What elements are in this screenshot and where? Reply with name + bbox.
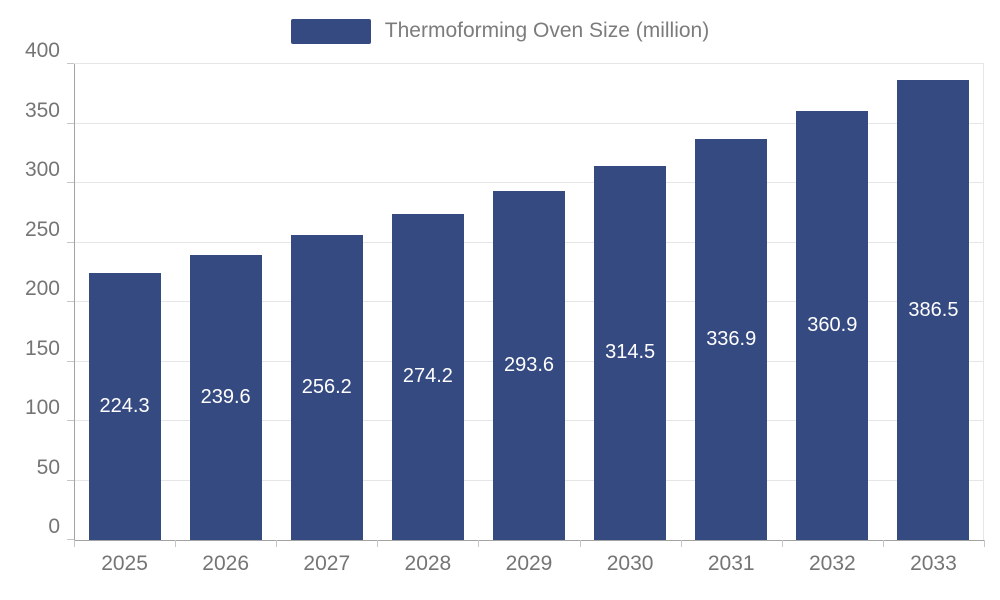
bar-2033[interactable]: 386.5 bbox=[897, 80, 970, 540]
legend-swatch bbox=[290, 18, 371, 44]
bar-value-label-2032: 360.9 bbox=[807, 313, 858, 336]
y-tick-label-300: 300 bbox=[24, 158, 60, 181]
bar-2031[interactable]: 336.9 bbox=[695, 139, 768, 540]
y-tick-label-250: 250 bbox=[24, 217, 60, 241]
x-tick-4 bbox=[478, 540, 480, 547]
x-tick-0 bbox=[74, 540, 75, 547]
y-axis-line bbox=[74, 64, 75, 540]
y-tick-200 bbox=[67, 301, 74, 302]
x-tick-8 bbox=[882, 540, 884, 547]
bar-value-label-2033: 386.5 bbox=[908, 298, 959, 321]
bar-value-label-2031: 336.9 bbox=[706, 328, 757, 351]
y-tick-350 bbox=[67, 122, 74, 124]
x-tick-2 bbox=[276, 540, 278, 547]
plot-area: 224.3 239.6 256.2 274.2 293.6 314.5 336.9 360.9… bbox=[25, 39, 985, 575]
gridline-300 bbox=[74, 182, 984, 183]
chart-legend[interactable]: Thermoforming Oven Size (million) bbox=[0, 17, 1000, 45]
x-tick-label-2028: 2028 bbox=[404, 552, 452, 575]
y-tick-label-200: 200 bbox=[24, 277, 60, 300]
bar-value-label-2029: 293.6 bbox=[503, 353, 555, 376]
bar-value-label-2025: 224.3 bbox=[99, 395, 150, 418]
y-tick-0 bbox=[67, 539, 74, 540]
bar-value-label-2027: 256.2 bbox=[301, 376, 352, 399]
y-tick-label-0: 0 bbox=[48, 515, 60, 538]
gridline-400 bbox=[74, 63, 984, 64]
x-tick-7 bbox=[781, 540, 783, 547]
y-tick-label-400: 400 bbox=[24, 39, 60, 62]
y-tick-50 bbox=[67, 479, 74, 481]
x-tick-label-2029: 2029 bbox=[505, 552, 553, 575]
x-axis-line bbox=[74, 540, 984, 541]
x-tick-label-2030: 2030 bbox=[606, 552, 654, 575]
bar-2029[interactable]: 293.6 bbox=[493, 190, 565, 540]
x-tick-label-2026: 2026 bbox=[202, 552, 250, 575]
y-tick-150 bbox=[67, 360, 74, 362]
y-tick-400 bbox=[67, 63, 74, 64]
bar-value-label-2026: 239.6 bbox=[200, 385, 251, 408]
y-tick-label-50: 50 bbox=[36, 455, 60, 479]
x-tick-3 bbox=[377, 540, 379, 547]
bar-2028[interactable]: 274.2 bbox=[391, 213, 464, 540]
x-tick-5 bbox=[579, 540, 581, 547]
bar-2030[interactable]: 314.5 bbox=[594, 165, 667, 540]
y-tick-300 bbox=[67, 182, 74, 183]
x-tick-label-2032: 2032 bbox=[808, 552, 856, 575]
bar-value-label-2028: 274.2 bbox=[402, 365, 453, 388]
y-tick-label-150: 150 bbox=[24, 336, 60, 360]
bar-2025[interactable]: 224.3 bbox=[88, 273, 161, 540]
x-tick-9 bbox=[984, 540, 985, 547]
bar-2032[interactable]: 360.9 bbox=[796, 110, 869, 540]
x-tick-1 bbox=[175, 540, 177, 547]
x-tick-6 bbox=[680, 540, 682, 547]
gridline-350 bbox=[74, 122, 984, 124]
bar-value-label-2030: 314.5 bbox=[605, 341, 656, 364]
legend-label: Thermoforming Oven Size (million) bbox=[384, 19, 710, 42]
y-tick-label-100: 100 bbox=[24, 396, 60, 419]
x-tick-label-2027: 2027 bbox=[303, 552, 351, 575]
y-tick-250 bbox=[67, 241, 74, 243]
bar-2026[interactable]: 239.6 bbox=[189, 254, 262, 540]
y-tick-100 bbox=[67, 420, 74, 421]
x-tick-label-2025: 2025 bbox=[101, 552, 148, 575]
bar-2027[interactable]: 256.2 bbox=[290, 235, 363, 540]
y-tick-label-350: 350 bbox=[24, 98, 60, 122]
x-tick-label-2031: 2031 bbox=[707, 552, 755, 575]
x-tick-label-2033: 2033 bbox=[910, 552, 957, 575]
plot-right-border bbox=[983, 64, 984, 540]
